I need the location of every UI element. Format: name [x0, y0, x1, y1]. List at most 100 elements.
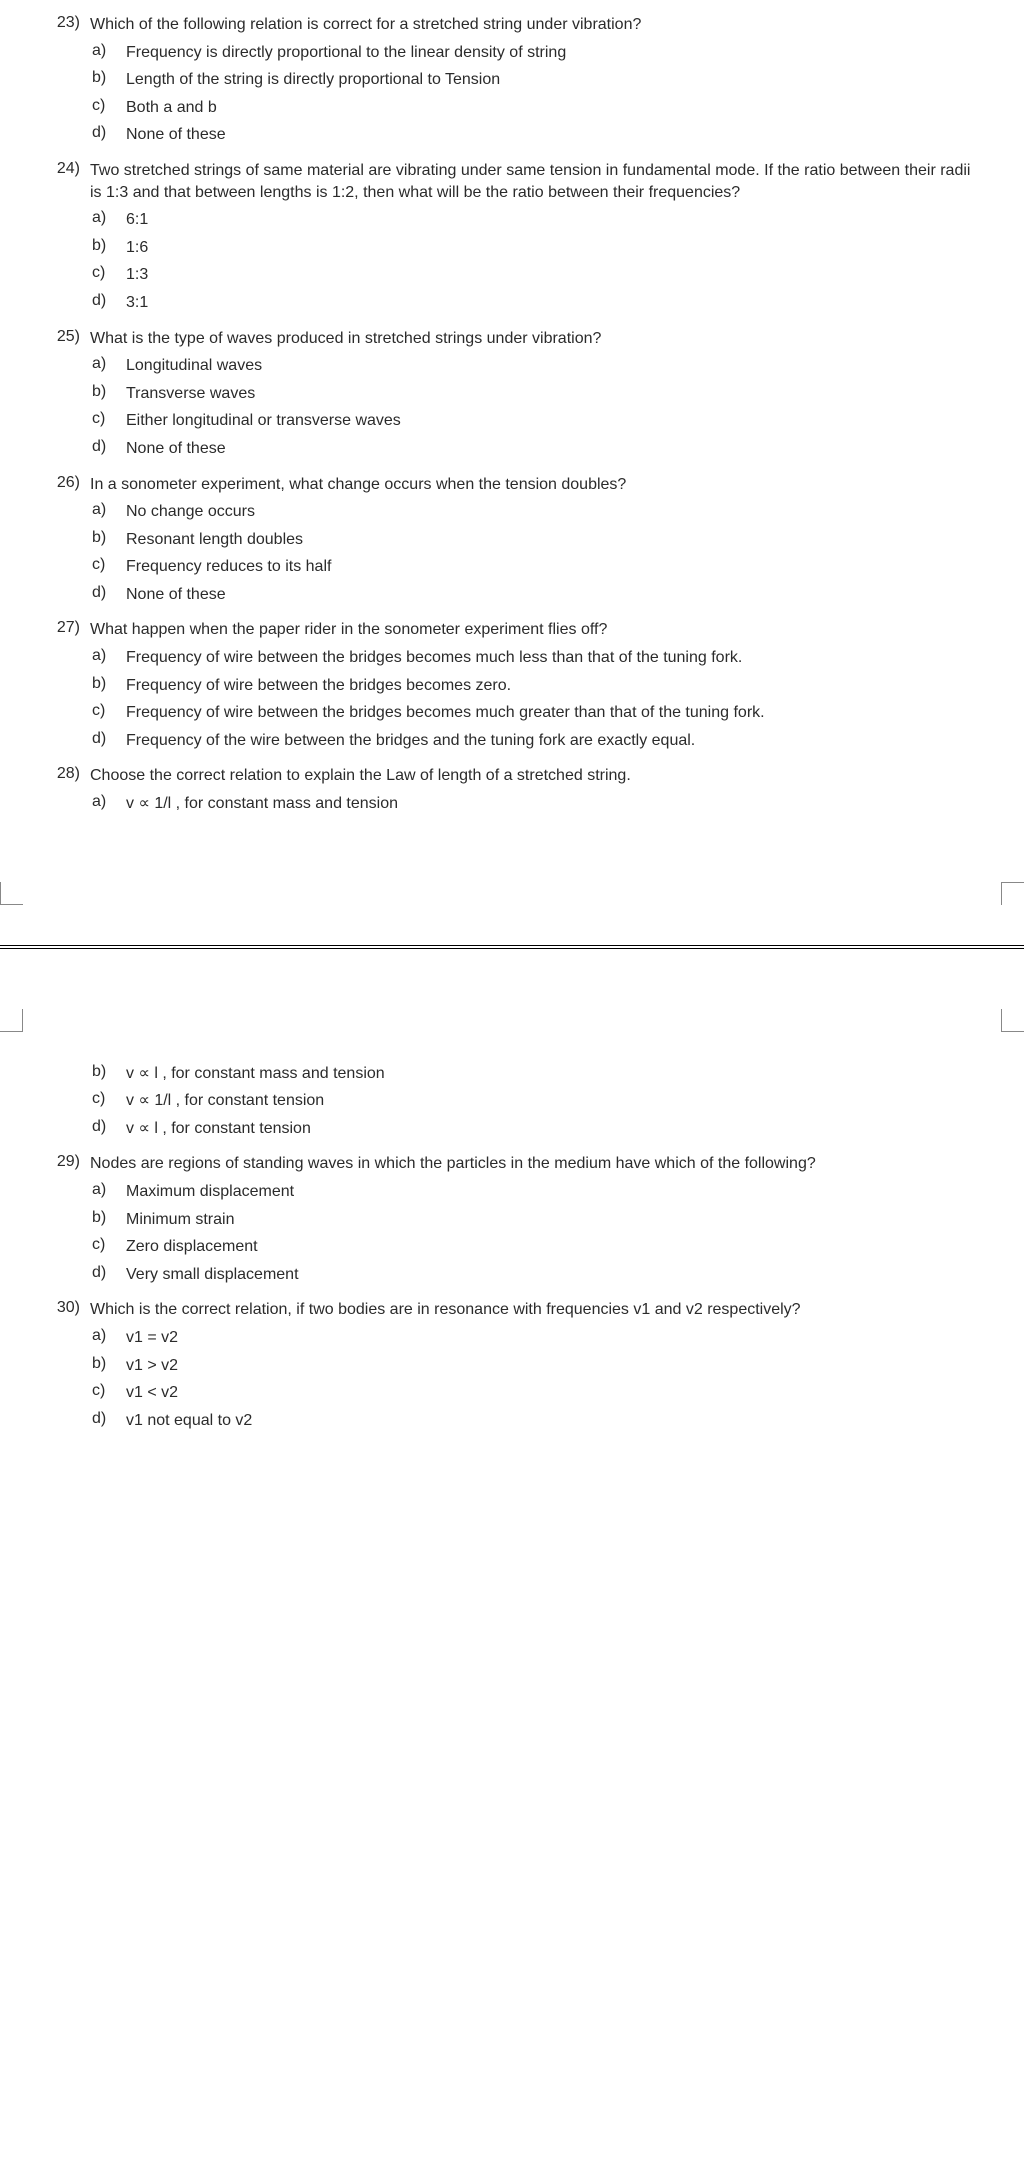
option-label: d) — [92, 292, 126, 310]
option-label: d) — [92, 1264, 126, 1282]
option-text: 1:3 — [126, 264, 984, 286]
option-d[interactable]: d)v ∝ l , for constant tension — [92, 1118, 984, 1140]
question-header: 30) Which is the correct relation, if tw… — [40, 1299, 984, 1321]
question-number: 29) — [40, 1153, 90, 1171]
option-d[interactable]: d)3:1 — [92, 292, 984, 314]
exam-page: 23) Which of the following relation is c… — [0, 14, 1024, 841]
option-d[interactable]: d)None of these — [92, 124, 984, 146]
option-a[interactable]: a)Maximum displacement — [92, 1181, 984, 1203]
question-number: 25) — [40, 328, 90, 346]
exam-page-2: b)v ∝ l , for constant mass and tension … — [0, 1063, 1024, 1458]
option-label: d) — [92, 1410, 126, 1428]
option-text: Frequency of wire between the bridges be… — [126, 647, 984, 669]
option-label: b) — [92, 529, 126, 547]
option-text: 3:1 — [126, 292, 984, 314]
option-text: 6:1 — [126, 209, 984, 231]
option-d[interactable]: d)None of these — [92, 438, 984, 460]
option-label: a) — [92, 1181, 126, 1199]
option-text: None of these — [126, 438, 984, 460]
question-30: 30) Which is the correct relation, if tw… — [40, 1299, 984, 1431]
question-27: 27) What happen when the paper rider in … — [40, 619, 984, 751]
question-24: 24) Two stretched strings of same materi… — [40, 160, 984, 314]
page-divider — [0, 945, 1024, 949]
option-text: Maximum displacement — [126, 1181, 984, 1203]
option-a[interactable]: a)Frequency of wire between the bridges … — [92, 647, 984, 669]
option-text: v1 = v2 — [126, 1327, 984, 1349]
option-label: d) — [92, 124, 126, 142]
question-28-continued: b)v ∝ l , for constant mass and tension … — [40, 1063, 984, 1140]
option-d[interactable]: d)Very small displacement — [92, 1264, 984, 1286]
option-label: c) — [92, 1382, 126, 1400]
option-b[interactable]: b)1:6 — [92, 237, 984, 259]
option-text: Length of the string is directly proport… — [126, 69, 984, 91]
option-text: v ∝ l , for constant tension — [126, 1118, 984, 1140]
option-b[interactable]: b)Minimum strain — [92, 1209, 984, 1231]
option-text: Frequency of wire between the bridges be… — [126, 702, 984, 724]
option-c[interactable]: c)Either longitudinal or transverse wave… — [92, 410, 984, 432]
question-text: Which is the correct relation, if two bo… — [90, 1299, 984, 1321]
question-28: 28) Choose the correct relation to expla… — [40, 765, 984, 814]
option-c[interactable]: c)Both a and b — [92, 97, 984, 119]
option-b[interactable]: b)Transverse waves — [92, 383, 984, 405]
question-text: What is the type of waves produced in st… — [90, 328, 984, 350]
option-d[interactable]: d)Frequency of the wire between the brid… — [92, 730, 984, 752]
question-text: Two stretched strings of same material a… — [90, 160, 984, 203]
option-a[interactable]: a)v1 = v2 — [92, 1327, 984, 1349]
option-text: v ∝ l , for constant mass and tension — [126, 1063, 984, 1085]
option-text: Frequency is directly proportional to th… — [126, 42, 984, 64]
option-text: v ∝ 1/l , for constant tension — [126, 1090, 984, 1112]
option-label: c) — [92, 1090, 126, 1108]
question-text: What happen when the paper rider in the … — [90, 619, 984, 641]
option-label: b) — [92, 1355, 126, 1373]
option-c[interactable]: c)Frequency reduces to its half — [92, 556, 984, 578]
option-b[interactable]: b)Frequency of wire between the bridges … — [92, 675, 984, 697]
option-a[interactable]: a)Frequency is directly proportional to … — [92, 42, 984, 64]
option-c[interactable]: c)v1 < v2 — [92, 1382, 984, 1404]
option-label: a) — [92, 793, 126, 811]
option-label: a) — [92, 355, 126, 373]
question-text: Which of the following relation is corre… — [90, 14, 984, 36]
question-number: 23) — [40, 14, 90, 32]
option-text: Frequency of the wire between the bridge… — [126, 730, 984, 752]
option-label: d) — [92, 438, 126, 456]
option-a[interactable]: a)v ∝ 1/l , for constant mass and tensio… — [92, 793, 984, 815]
option-d[interactable]: d)v1 not equal to v2 — [92, 1410, 984, 1432]
option-label: b) — [92, 675, 126, 693]
option-label: a) — [92, 209, 126, 227]
option-c[interactable]: c)Zero displacement — [92, 1236, 984, 1258]
option-a[interactable]: a)Longitudinal waves — [92, 355, 984, 377]
option-text: Frequency reduces to its half — [126, 556, 984, 578]
option-label: a) — [92, 42, 126, 60]
option-label: c) — [92, 556, 126, 574]
option-text: Longitudinal waves — [126, 355, 984, 377]
option-text: Frequency of wire between the bridges be… — [126, 675, 984, 697]
question-header: 23) Which of the following relation is c… — [40, 14, 984, 36]
question-text: Nodes are regions of standing waves in w… — [90, 1153, 984, 1175]
option-label: b) — [92, 1063, 126, 1081]
option-label: c) — [92, 702, 126, 720]
option-text: Minimum strain — [126, 1209, 984, 1231]
question-header: 26) In a sonometer experiment, what chan… — [40, 474, 984, 496]
option-label: a) — [92, 501, 126, 519]
option-c[interactable]: c)Frequency of wire between the bridges … — [92, 702, 984, 724]
question-29: 29) Nodes are regions of standing waves … — [40, 1153, 984, 1285]
question-number: 30) — [40, 1299, 90, 1317]
question-25: 25) What is the type of waves produced i… — [40, 328, 984, 460]
option-b[interactable]: b)v ∝ l , for constant mass and tension — [92, 1063, 984, 1085]
option-b[interactable]: b)v1 > v2 — [92, 1355, 984, 1377]
question-header: 29) Nodes are regions of standing waves … — [40, 1153, 984, 1175]
option-text: v1 < v2 — [126, 1382, 984, 1404]
option-c[interactable]: c)v ∝ 1/l , for constant tension — [92, 1090, 984, 1112]
option-a[interactable]: a)6:1 — [92, 209, 984, 231]
option-b[interactable]: b)Length of the string is directly propo… — [92, 69, 984, 91]
option-text: v ∝ 1/l , for constant mass and tension — [126, 793, 984, 815]
option-c[interactable]: c)1:3 — [92, 264, 984, 286]
option-text: Both a and b — [126, 97, 984, 119]
option-label: c) — [92, 1236, 126, 1254]
question-26: 26) In a sonometer experiment, what chan… — [40, 474, 984, 606]
option-d[interactable]: d)None of these — [92, 584, 984, 606]
option-b[interactable]: b)Resonant length doubles — [92, 529, 984, 551]
option-a[interactable]: a)No change occurs — [92, 501, 984, 523]
option-label: b) — [92, 383, 126, 401]
option-text: Either longitudinal or transverse waves — [126, 410, 984, 432]
